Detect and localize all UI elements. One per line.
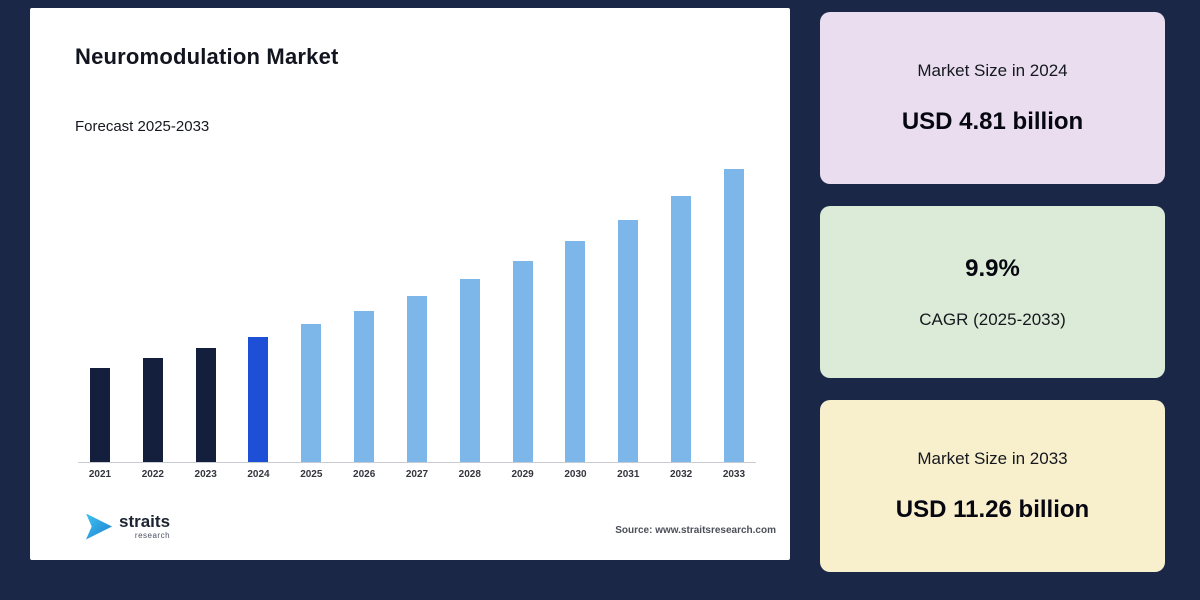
axis-label-2030: 2030 (564, 469, 587, 480)
axis-label-2027: 2027 (405, 469, 429, 480)
bar-column-2024 (240, 150, 276, 462)
bar-2022 (142, 358, 163, 462)
axis-label-2028: 2028 (458, 469, 481, 480)
axis-label-2026: 2026 (353, 469, 376, 480)
bar-column-2033 (716, 150, 752, 462)
bar-column-2032 (663, 150, 699, 462)
bar-2026 (354, 311, 375, 462)
logo-name: straits (119, 512, 171, 531)
axis-label-2032: 2032 (669, 469, 693, 480)
card-cagr-value: 9.9% (965, 254, 1020, 282)
card-2024-label: Market Size in 2024 (917, 60, 1068, 80)
card-2033-label: Market Size in 2033 (917, 448, 1068, 468)
bar-column-2022 (135, 150, 171, 462)
bar-2031 (618, 219, 639, 462)
bar-2029 (512, 261, 533, 462)
bar-2027 (406, 295, 427, 462)
bar-chart: 2021 2022 2023 2024 2025 2026 2027 2028 2029 2030… (78, 150, 756, 495)
axis-label-2033: 2033 (722, 469, 746, 480)
bar-2025 (301, 324, 322, 462)
bar-2021 (90, 368, 110, 462)
chart-panel: Neuromodulation Market Forecast 2025-203… (30, 8, 790, 560)
straits-arrow-icon (86, 513, 112, 540)
axis-label-2023: 2023 (194, 469, 217, 480)
bar-2030 (565, 241, 586, 462)
axis-label-2025: 2025 (300, 469, 323, 480)
card-market-size-2024: Market Size in 2024 USD 4.81 billion (820, 12, 1165, 184)
stat-cards: Market Size in 2024 USD 4.81 billion 9.9… (820, 12, 1165, 572)
card-2024-value: USD 4.81 billion (901, 107, 1084, 135)
bar-2032 (671, 195, 692, 462)
source-attribution: Source: www.straitsresearch.com (615, 525, 776, 536)
x-axis-labels: 2021 2022 2023 2024 2025 2026 2027 2028 2029 2030… (78, 469, 756, 480)
card-2033-value: USD 11.26 billion (895, 495, 1090, 523)
card-cagr: 9.9% CAGR (2025-2033) (820, 206, 1165, 378)
axis-label-2021: 2021 (88, 469, 112, 480)
x-axis-line (78, 462, 756, 463)
bar-column-2029 (505, 150, 541, 462)
bar-column-2021 (82, 150, 118, 462)
bar-column-2026 (346, 150, 382, 462)
bar-column-2028 (452, 150, 488, 462)
bar-column-2023 (188, 150, 224, 462)
chart-subtitle: Forecast 2025-2033 (75, 118, 210, 135)
bar-2028 (459, 279, 480, 462)
axis-label-2029: 2029 (511, 469, 534, 480)
bar-2023 (195, 347, 216, 462)
bar-column-2031 (610, 150, 646, 462)
bar-column-2025 (293, 150, 329, 462)
axis-label-2024: 2024 (247, 469, 270, 480)
bar-column-2027 (399, 150, 435, 462)
card-market-size-2033: Market Size in 2033 USD 11.26 billion (820, 400, 1165, 572)
logo-text: straits research (119, 513, 170, 540)
card-cagr-label: CAGR (2025-2033) (919, 309, 1066, 329)
logo-subname: research (134, 531, 171, 540)
bar-2024 (248, 336, 269, 462)
straits-research-logo: straits research (86, 513, 170, 540)
axis-label-2022: 2022 (141, 469, 164, 480)
axis-label-2031: 2031 (617, 469, 640, 480)
bar-series (78, 150, 756, 462)
bar-2033 (723, 169, 744, 462)
chart-title: Neuromodulation Market (75, 44, 339, 69)
bar-column-2030 (557, 150, 593, 462)
